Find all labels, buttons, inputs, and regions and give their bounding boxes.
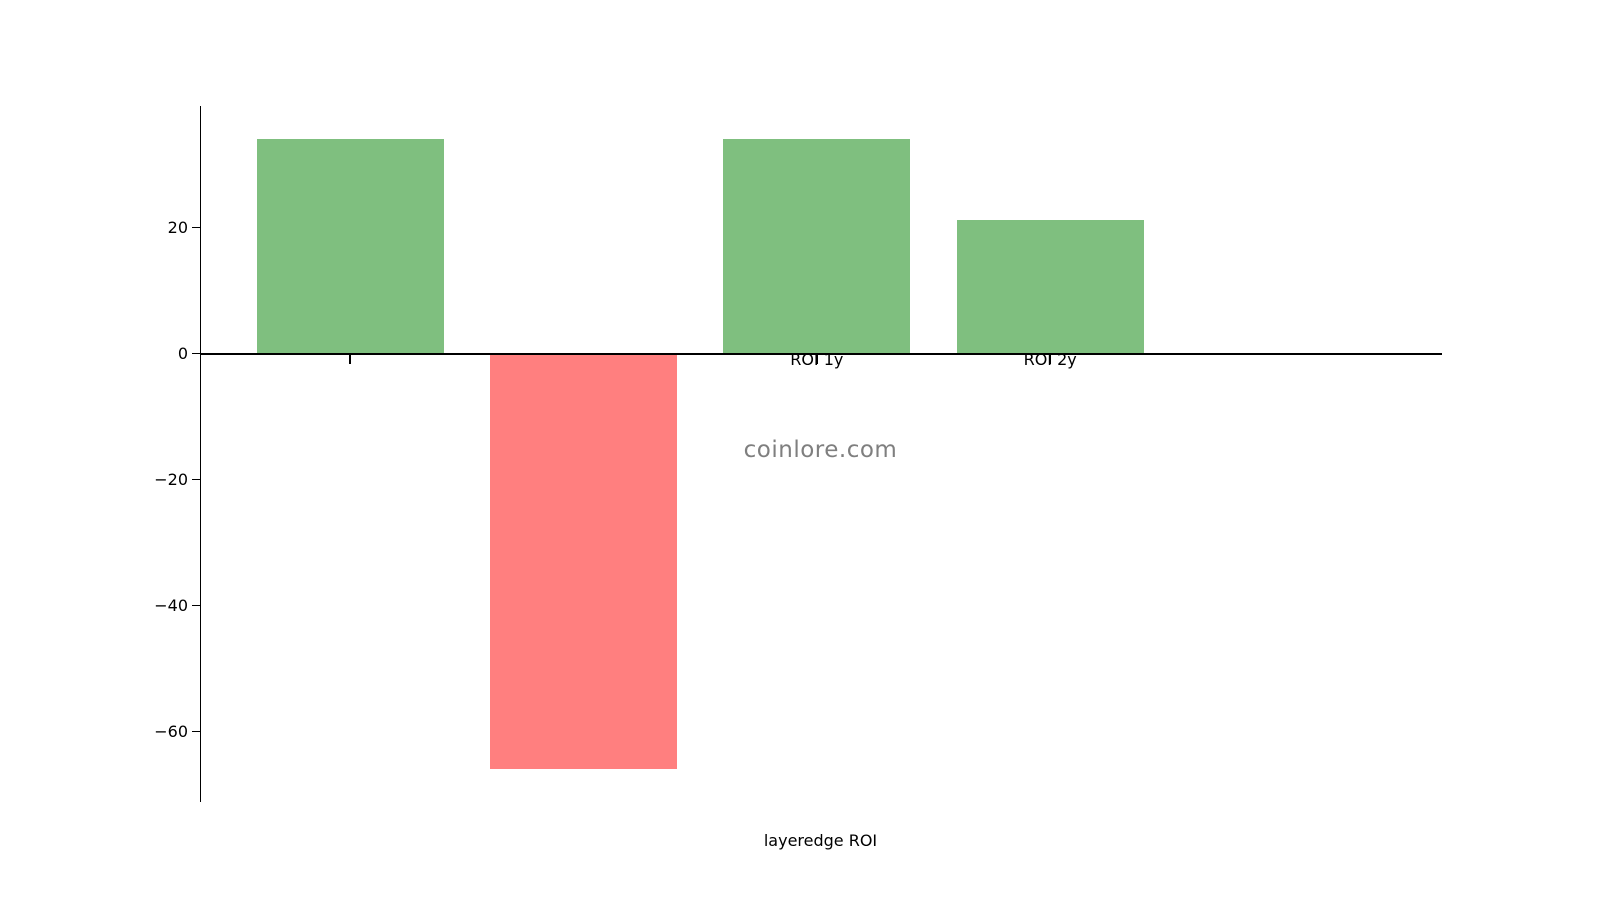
- y-tick: [192, 352, 200, 355]
- x-tick: [816, 354, 818, 364]
- watermark: coinlore.com: [743, 437, 898, 463]
- y-tick-label: −40: [154, 596, 188, 615]
- y-tick: [192, 730, 200, 733]
- y-tick-label: 0: [177, 344, 188, 363]
- y-tick: [192, 478, 200, 481]
- x-axis-line: [199, 353, 1442, 355]
- y-tick-label: −60: [154, 722, 188, 741]
- chart-title: layeredge ROI: [763, 831, 878, 850]
- y-tick-label: 20: [167, 218, 188, 237]
- y-axis-line: [199, 106, 201, 802]
- bar-0: [256, 138, 444, 353]
- bar-roi-1y: [723, 138, 911, 353]
- x-tick: [1049, 354, 1051, 364]
- y-tick: [192, 226, 200, 229]
- y-tick-label: −20: [154, 470, 188, 489]
- bar-1: [489, 355, 677, 770]
- y-tick: [192, 604, 200, 607]
- bar-roi-2y: [956, 220, 1144, 353]
- x-tick: [349, 354, 351, 364]
